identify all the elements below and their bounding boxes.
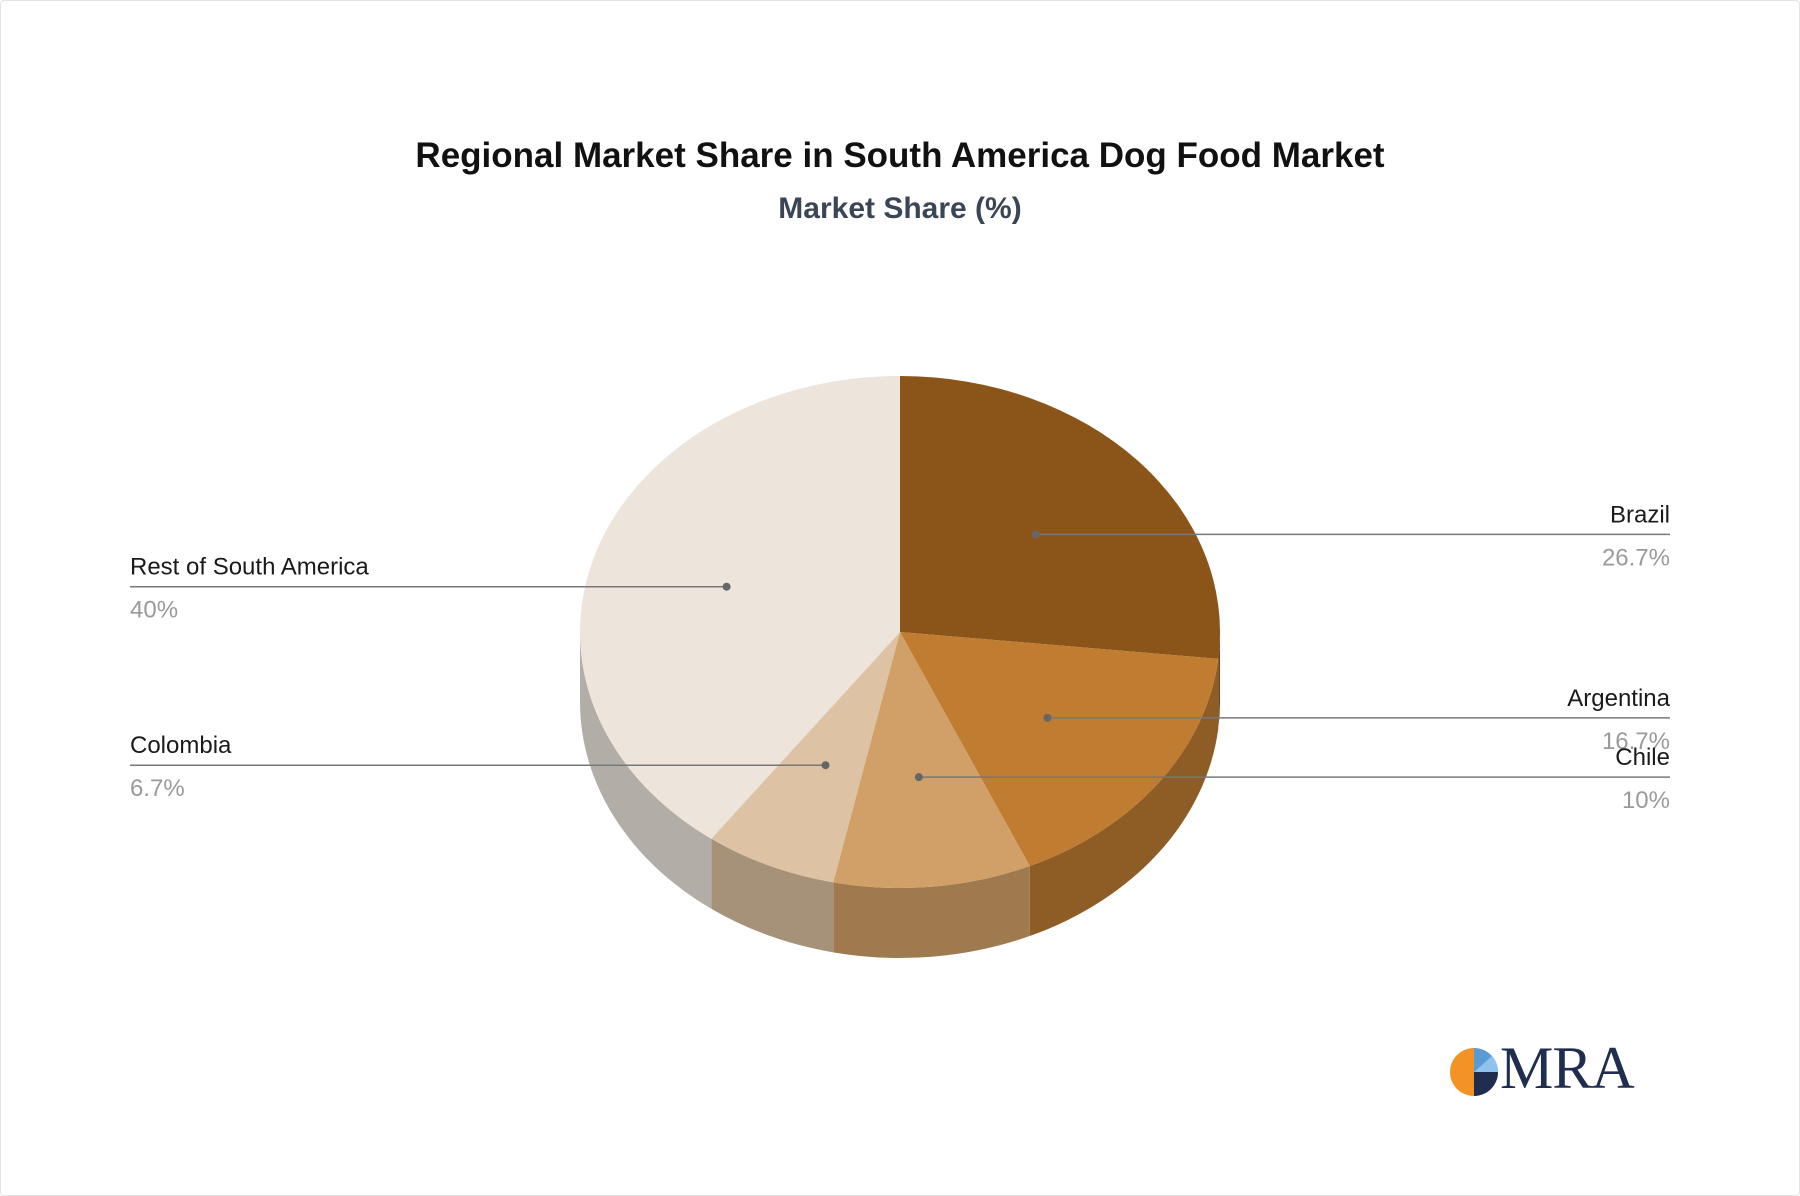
- slice-value-1: 16.7%: [1602, 728, 1670, 755]
- pie-side-3: [711, 838, 834, 953]
- pie-slice-rest-of-south-america[interactable]: [580, 376, 900, 839]
- slice-label-3: Colombia: [130, 732, 232, 759]
- leader-dot-2: [914, 773, 923, 782]
- leader-dot-0: [1031, 530, 1040, 539]
- slice-label-1: Argentina: [1567, 685, 1670, 712]
- slice-label-4: Rest of South America: [130, 554, 369, 581]
- slice-value-3: 6.7%: [130, 775, 185, 802]
- pie-side-1: [1029, 658, 1219, 937]
- slice-label-0: Brazil: [1610, 501, 1670, 528]
- mra-logo: MRA: [1448, 1035, 1648, 1101]
- chart-title: Regional Market Share in South America D…: [415, 136, 1385, 175]
- slice-value-0: 26.7%: [1602, 544, 1670, 571]
- pie-slice-argentina[interactable]: [900, 632, 1219, 867]
- pie-side-2: [833, 866, 1030, 958]
- logo-mark-icon: [1450, 1048, 1499, 1096]
- logo-text: MRA: [1500, 1035, 1635, 1101]
- pie-sides: [580, 632, 1220, 958]
- pie-slice-brazil[interactable]: [900, 376, 1220, 659]
- leader-dot-3: [821, 761, 830, 770]
- slice-value-4: 40%: [130, 597, 178, 624]
- slice-label-2: Chile: [1615, 744, 1670, 771]
- pie-labels: Brazil 26.7% Argentina 16.7%Chile 10% Colombi…: [130, 501, 1671, 814]
- pie-slice-colombia[interactable]: [711, 632, 900, 883]
- pie-slice-chile[interactable]: [833, 632, 1030, 888]
- slice-value-2: 10%: [1622, 787, 1670, 814]
- leader-dot-1: [1043, 713, 1052, 722]
- pie-side-0: [1218, 632, 1220, 729]
- leader-dot-4: [722, 582, 731, 591]
- pie-side-4: [580, 632, 712, 909]
- pie-slices: [580, 376, 1220, 888]
- chart-subtitle: Market Share (%): [778, 192, 1022, 225]
